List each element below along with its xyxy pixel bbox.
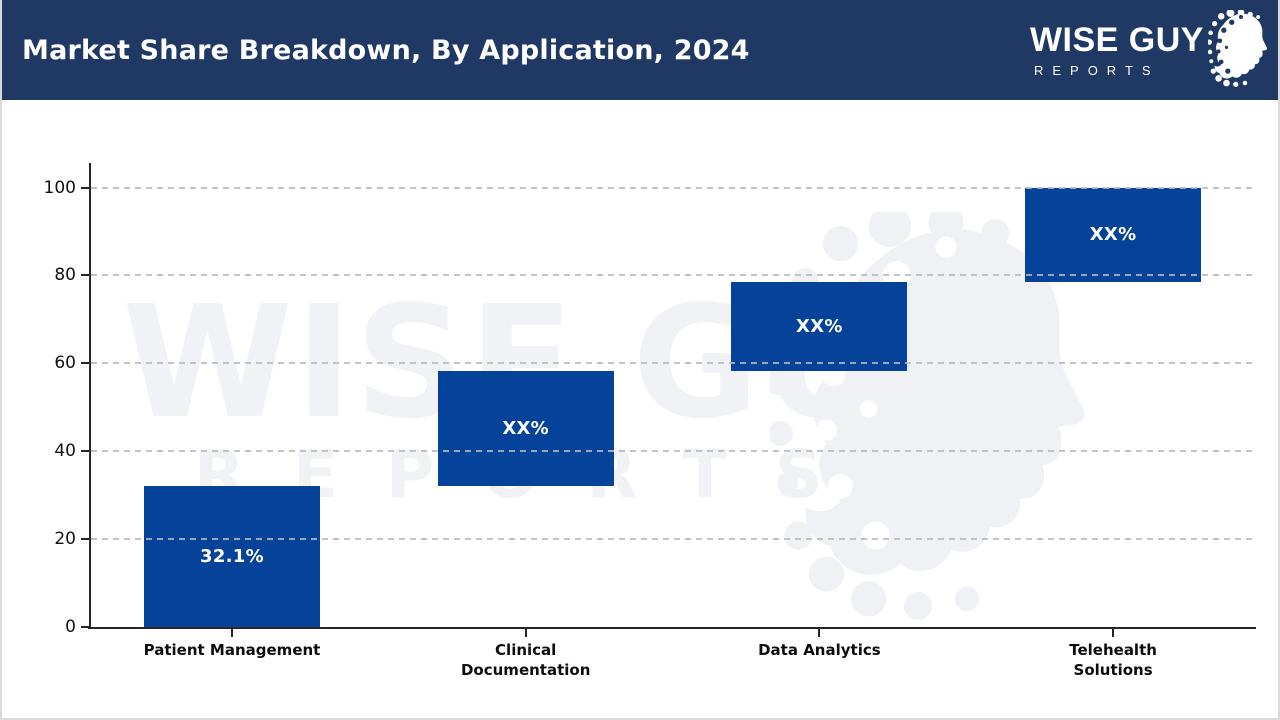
y-tick-mark bbox=[81, 274, 90, 277]
bar-value-label: XX% bbox=[796, 316, 843, 338]
gridline bbox=[91, 362, 1255, 365]
chart-area: WISE GUY REPORTS 02040608010032.1%Patien… bbox=[2, 100, 1278, 718]
x-category-label: Data Analytics bbox=[758, 641, 881, 659]
y-tick-label: 0 bbox=[65, 617, 76, 637]
logo-sub-label: REPORTS bbox=[1033, 62, 1160, 78]
bar-value-label: 32.1% bbox=[200, 545, 264, 567]
y-tick-label: 100 bbox=[43, 177, 76, 198]
x-category-label: Patient Management bbox=[143, 641, 321, 659]
y-axis-spine bbox=[89, 163, 91, 629]
bar: XX% bbox=[437, 370, 614, 486]
x-category-label: Telehealth Solutions bbox=[1069, 641, 1157, 679]
wiseguy-logo: WISE GUY REPORTS bbox=[1030, 0, 1274, 100]
y-tick-mark bbox=[81, 538, 90, 541]
gridline bbox=[91, 450, 1255, 453]
bar-value-label: XX% bbox=[502, 417, 550, 439]
y-tick-mark bbox=[81, 362, 90, 365]
x-tick-mark bbox=[1112, 629, 1115, 637]
y-tick-label: 20 bbox=[54, 529, 76, 550]
x-tick-mark bbox=[818, 629, 821, 637]
y-tick-label: 60 bbox=[54, 353, 76, 374]
bar-value-label: XX% bbox=[1089, 224, 1137, 246]
x-axis-spine bbox=[88, 627, 1256, 629]
y-tick-mark bbox=[81, 626, 90, 628]
x-tick-mark bbox=[231, 629, 233, 637]
bar: XX% bbox=[731, 282, 908, 371]
gridline bbox=[91, 538, 1255, 541]
header-bar: Market Share Breakdown, By Application, … bbox=[2, 0, 1278, 100]
y-tick-mark bbox=[81, 450, 90, 453]
y-tick-label: 80 bbox=[54, 265, 76, 286]
x-category-label: Clinical Documentation bbox=[460, 641, 591, 679]
x-tick-mark bbox=[524, 629, 527, 637]
logo-text: WISE GUY REPORTS bbox=[1030, 23, 1204, 78]
bar: 32.1% bbox=[144, 485, 320, 627]
y-tick-mark bbox=[81, 186, 90, 189]
page-title: Market Share Breakdown, By Application, … bbox=[22, 34, 750, 66]
wiseguy-head-icon bbox=[1208, 10, 1267, 87]
gridline bbox=[91, 274, 1255, 277]
gridline bbox=[91, 186, 1255, 189]
logo-brand-label: WISE GUY bbox=[1029, 20, 1204, 59]
y-tick-label: 40 bbox=[54, 441, 76, 462]
bar: XX% bbox=[1025, 187, 1202, 283]
